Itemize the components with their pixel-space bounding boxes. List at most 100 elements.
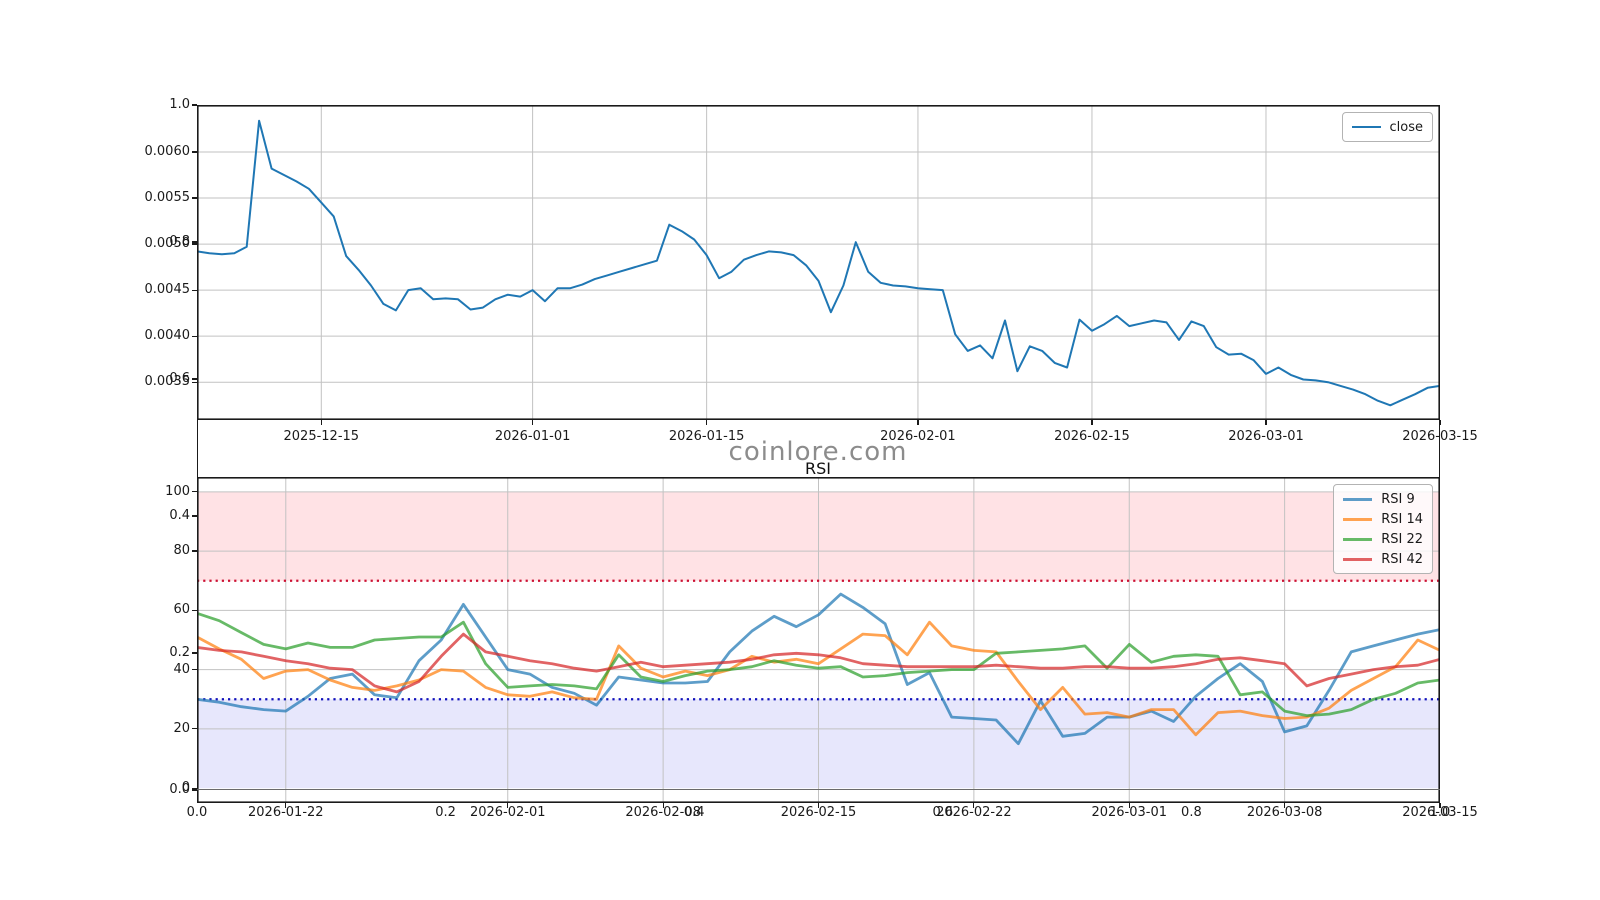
overlay-x-tick-label: 1.0 <box>1429 805 1451 820</box>
tick-mark <box>285 803 287 808</box>
series-line-rsi-22 <box>197 611 1440 718</box>
x-tick-label: 2026-02-01 <box>469 805 546 820</box>
legend-line-sample <box>1351 126 1381 128</box>
overlay-y-tick-label: 0.8 <box>169 234 190 249</box>
tick-mark <box>192 335 197 337</box>
legend-entry: RSI 42 <box>1343 549 1423 569</box>
x-tick-label: 2026-03-01 <box>1091 805 1168 820</box>
tick-mark <box>662 803 664 808</box>
overlay-y-tick-label: 0.6 <box>169 371 190 386</box>
price-chart-plot-area: close <box>197 105 1440 420</box>
x-tick-label: 2026-03-01 <box>1228 429 1304 444</box>
overlay-x-tick-label: 0.0 <box>186 805 208 820</box>
axes-spines <box>197 105 1440 420</box>
series-line-close <box>197 119 1440 407</box>
tick-mark <box>192 381 197 383</box>
rsi-chart-canvas <box>197 477 1440 803</box>
tick-mark <box>192 151 197 153</box>
tick-mark <box>1439 420 1441 425</box>
tick-mark <box>192 789 197 791</box>
tick-mark <box>192 491 197 493</box>
legend-label: RSI 42 <box>1381 551 1423 567</box>
tick-mark <box>192 243 197 245</box>
tick-mark <box>192 669 197 671</box>
x-tick-label: 2026-02-15 <box>780 805 857 820</box>
x-tick-label: 2026-02-08 <box>625 805 701 820</box>
x-tick-label: 2026-01-22 <box>248 805 324 820</box>
tick-mark <box>192 787 197 789</box>
legend-entry: RSI 22 <box>1343 529 1423 549</box>
overlay-axis-left-spine <box>197 420 199 477</box>
tick-mark <box>192 550 197 552</box>
legend-label: RSI 9 <box>1381 491 1415 507</box>
price-chart-legend: close <box>1341 112 1433 142</box>
x-tick-label: 2026-02-22 <box>936 805 1012 820</box>
x-tick-label: 2026-02-01 <box>880 429 956 444</box>
rsi-chart-title: RSI <box>805 459 831 478</box>
y-tick-label: 0 <box>181 780 190 796</box>
rsi-chart-legend: RSI 9 RSI 14 RSI 22 RSI 42 <box>1333 484 1433 574</box>
y-tick-label: 40 <box>173 661 190 677</box>
rsi-chart-plot-area: RSI 9 RSI 14 RSI 22 RSI 42 <box>197 477 1440 803</box>
overlay-x-tick-label: 0.8 <box>1181 805 1202 820</box>
tick-mark <box>1439 803 1441 808</box>
x-tick-label: 2026-02-15 <box>1054 429 1130 444</box>
axes-spines <box>197 477 1440 803</box>
legend-entry: RSI 14 <box>1343 509 1423 529</box>
legend-line-sample <box>1343 497 1373 501</box>
legend-entry: RSI 9 <box>1343 489 1423 509</box>
tick-mark <box>532 420 534 425</box>
y-tick-label: 0.0060 <box>144 143 191 159</box>
overlay-x-tick-label: 0.2 <box>435 805 456 820</box>
tick-mark <box>192 104 197 106</box>
y-tick-label: 0.0040 <box>144 328 191 344</box>
tick-mark <box>192 197 197 199</box>
x-tick-label: 2026-03-15 <box>1402 805 1478 820</box>
tick-mark <box>192 378 197 380</box>
overlay-x-tick-label: 0.4 <box>683 805 705 820</box>
tick-mark <box>192 609 197 611</box>
legend-label: RSI 14 <box>1381 511 1423 527</box>
x-tick-label: 2025-12-15 <box>283 429 360 444</box>
series-line-rsi-42 <box>197 632 1440 694</box>
watermark-text: coinlore.com <box>728 437 908 467</box>
tick-mark <box>192 652 197 654</box>
price-chart-canvas <box>197 105 1440 420</box>
x-tick-label: 2026-01-15 <box>668 429 745 444</box>
y-tick-label: 80 <box>173 543 190 559</box>
overlay-x-tick-label: 0.6 <box>932 805 954 820</box>
legend-entry: close <box>1351 117 1423 137</box>
legend-line-sample <box>1343 557 1373 561</box>
tick-mark <box>1128 803 1130 808</box>
x-tick-label: 2026-03-08 <box>1246 805 1323 820</box>
overlay-axis-right-spine <box>1438 420 1440 477</box>
overlay-y-tick-label: 0.2 <box>169 645 190 660</box>
series-line-rsi-14 <box>197 620 1440 737</box>
y-tick-label: 0.0055 <box>144 190 191 206</box>
tick-mark <box>192 728 197 730</box>
y-tick-label: 20 <box>173 720 190 736</box>
tick-mark <box>192 515 197 517</box>
overlay-y-tick-label: 0.0 <box>169 782 190 797</box>
tick-mark <box>507 803 509 808</box>
overlay-y-tick-label: 1.0 <box>169 97 190 112</box>
tick-mark <box>320 420 322 425</box>
tick-mark <box>706 420 708 425</box>
tick-mark <box>917 420 919 425</box>
y-tick-label: 0.0045 <box>144 282 191 298</box>
y-tick-label: 60 <box>173 602 190 618</box>
legend-label: close <box>1389 119 1423 135</box>
tick-mark <box>192 241 197 243</box>
legend-line-sample <box>1343 537 1373 541</box>
overlay-y-tick-label: 0.4 <box>169 508 190 523</box>
x-tick-label: 2026-01-01 <box>494 429 571 444</box>
y-tick-label: 0.0035 <box>144 374 191 390</box>
tick-mark <box>192 289 197 291</box>
x-tick-label: 2026-03-15 <box>1402 429 1478 444</box>
tick-mark <box>973 803 975 808</box>
tick-mark <box>1091 420 1093 425</box>
y-tick-label: 0.0050 <box>144 236 191 252</box>
tick-mark <box>1284 803 1286 808</box>
y-tick-label: 100 <box>165 483 190 499</box>
tick-mark <box>817 803 820 808</box>
